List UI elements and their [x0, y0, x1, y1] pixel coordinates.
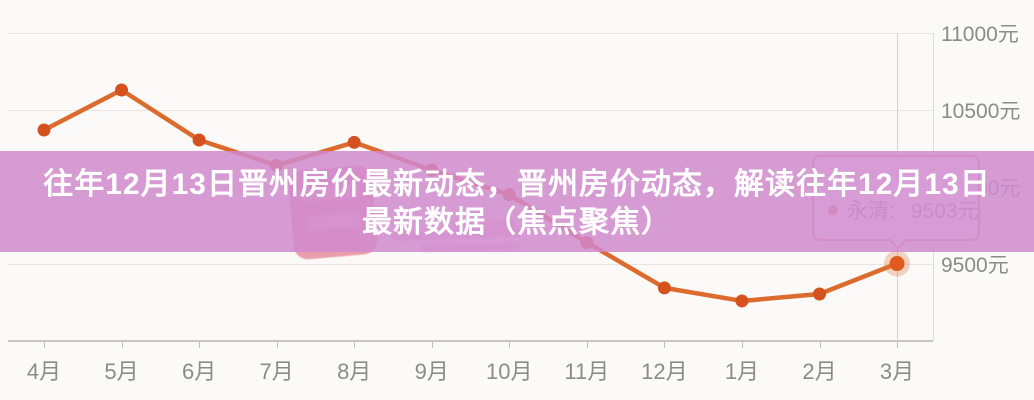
x-axis-tick: [509, 342, 511, 348]
data-point[interactable]: [192, 133, 206, 147]
x-axis-label: 11月: [564, 359, 610, 384]
data-point-highlighted[interactable]: [889, 256, 905, 272]
y-axis-label: 11000元: [941, 23, 1019, 46]
data-point[interactable]: [813, 287, 826, 301]
x-axis-tick: [431, 342, 433, 348]
x-axis-label: 8月: [337, 359, 372, 384]
x-axis-label: 1月: [724, 359, 760, 384]
x-axis-tick: [897, 342, 899, 348]
y-gridline: [8, 32, 933, 34]
y-gridline: [8, 109, 933, 111]
page-title-line1: 往年12月13日晋州房价最新动态，晋州房价动态，解读往年12月13日: [43, 168, 991, 201]
x-axis-label: 12月: [641, 359, 688, 384]
data-point[interactable]: [37, 123, 51, 137]
x-axis-label: 2月: [802, 359, 837, 384]
data-point[interactable]: [657, 281, 671, 295]
y-axis-label: 10500元: [941, 100, 1021, 123]
x-axis-tick: [354, 342, 356, 348]
x-axis-tick: [44, 342, 45, 348]
x-axis-tick: [586, 342, 588, 348]
data-point[interactable]: [115, 83, 129, 97]
x-axis-tick: [741, 342, 743, 348]
x-axis-tick: [819, 342, 821, 348]
x-axis-label: 6月: [181, 359, 217, 384]
x-axis-line: [8, 340, 933, 342]
y-axis-label: 9500元: [941, 254, 1009, 277]
title-banner: 往年12月13日晋州房价最新动态，晋州房价动态，解读往年12月13日 最新数据（…: [0, 151, 1034, 252]
x-axis-label: 7月: [259, 359, 294, 384]
page-title-line2: 最新数据（焦点聚焦）: [362, 206, 672, 239]
x-axis-label: 10月: [486, 359, 533, 384]
x-axis-label: 9月: [414, 359, 449, 384]
data-point[interactable]: [735, 294, 749, 308]
y-gridline: [8, 263, 933, 265]
x-axis-label: 5月: [104, 359, 139, 384]
x-axis-label: 4月: [26, 359, 62, 384]
x-axis-tick: [121, 342, 123, 348]
x-axis-tick: [664, 342, 666, 348]
data-point[interactable]: [347, 135, 361, 149]
x-axis-label: 3月: [879, 359, 915, 384]
x-axis-tick: [276, 342, 278, 348]
x-axis-tick: [199, 342, 201, 348]
